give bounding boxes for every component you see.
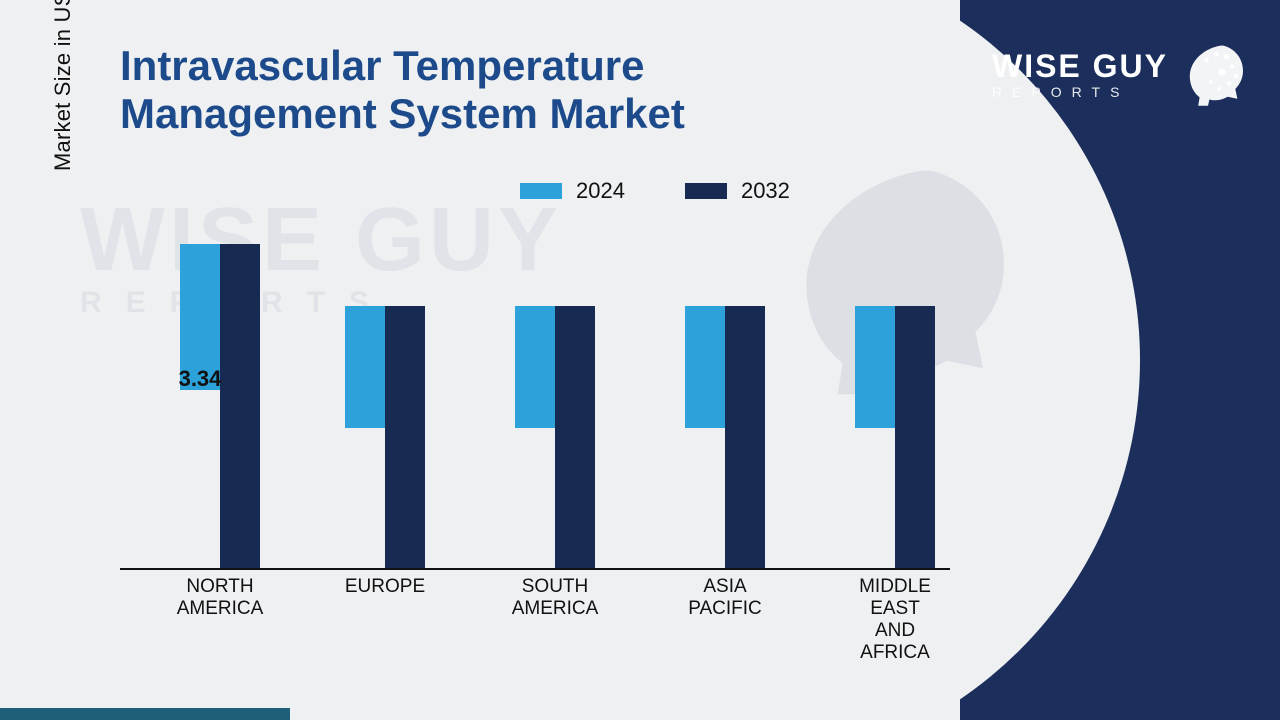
chart-legend: 2024 2032 — [520, 178, 790, 204]
y-axis-label: Market Size in USD Billion — [50, 0, 76, 230]
legend-item-2032: 2032 — [685, 178, 790, 204]
bar-2032 — [385, 306, 425, 569]
bar-group — [490, 306, 620, 569]
legend-label-2032: 2032 — [741, 178, 790, 204]
bar-2024 — [855, 306, 895, 429]
legend-swatch-2032 — [685, 183, 727, 199]
brand-panel: WISE GUY REPORTS — [960, 0, 1280, 720]
bar-2024 — [685, 306, 725, 429]
legend-item-2024: 2024 — [520, 178, 625, 204]
bar-group — [830, 306, 960, 569]
bar-group — [660, 306, 790, 569]
bar-2032 — [725, 306, 765, 569]
x-tick: MIDDLEEASTANDAFRICA — [830, 576, 960, 663]
x-tick: SOUTHAMERICA — [490, 576, 620, 620]
brand-sub: REPORTS — [992, 84, 1168, 100]
revenue-chart: Market Size in USD Billion 2024 2032 3.3… — [60, 170, 960, 650]
bar-2024 — [515, 306, 555, 429]
bar-2024 — [345, 306, 385, 429]
bar-2032 — [895, 306, 935, 569]
head-icon — [1180, 40, 1250, 110]
x-axis-labels: NORTHAMERICA EUROPE SOUTHAMERICA ASIAPACIFI… — [120, 570, 950, 690]
x-tick: EUROPE — [320, 576, 450, 598]
x-tick: ASIAPACIFIC — [660, 576, 790, 620]
brand-name: WISE GUY — [992, 50, 1168, 82]
x-tick: NORTHAMERICA — [155, 576, 285, 620]
brand-logo: WISE GUY REPORTS — [992, 40, 1250, 110]
bar-2032 — [220, 244, 260, 568]
bar-group — [320, 306, 450, 569]
plot-area: 3.34 — [120, 220, 950, 570]
bar-2032 — [555, 306, 595, 569]
value-label: 3.34 — [179, 366, 222, 392]
bar-group — [155, 244, 285, 568]
page-title: Intravascular Temperature Management Sys… — [120, 42, 800, 139]
legend-label-2024: 2024 — [576, 178, 625, 204]
footer-accent-bar — [0, 708, 290, 720]
legend-swatch-2024 — [520, 183, 562, 199]
